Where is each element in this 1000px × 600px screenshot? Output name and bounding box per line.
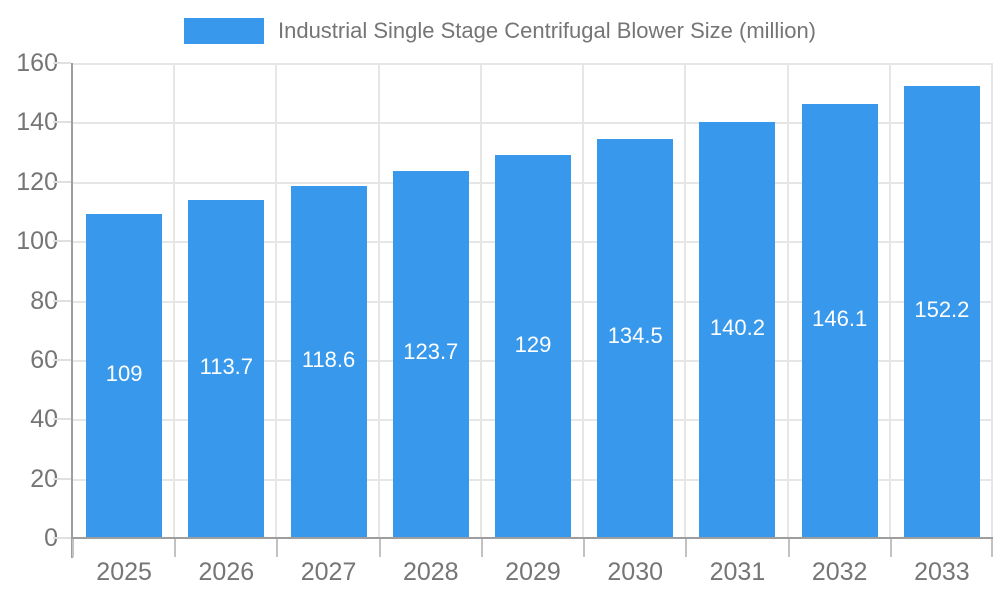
gridline-horizontal <box>73 122 993 125</box>
y-axis-tick <box>53 121 71 124</box>
x-axis-tick <box>276 539 279 557</box>
x-axis-tick-label: 2030 <box>607 558 664 586</box>
bar-value-label: 134.5 <box>607 323 663 349</box>
y-axis-tick-label: 80 <box>30 286 58 315</box>
x-axis-tick <box>787 539 790 557</box>
x-axis-line <box>71 537 993 539</box>
x-axis-tick-label: 2025 <box>96 558 152 586</box>
x-axis-tick-label: 2028 <box>402 558 459 586</box>
bar-value-label: 129 <box>514 331 552 357</box>
x-axis-tick <box>378 539 381 557</box>
x-axis-tick-label: 2032 <box>811 558 868 586</box>
y-axis-tick <box>53 537 71 539</box>
bar[interactable] <box>86 214 163 538</box>
bar[interactable] <box>597 138 674 538</box>
legend-item[interactable]: Industrial Single Stage Centrifugal Blow… <box>183 18 817 44</box>
x-axis-tick-label: 2031 <box>709 558 766 586</box>
gridline-vertical <box>173 63 176 538</box>
x-axis-tick <box>889 539 892 557</box>
bar-value-label: 123.7 <box>403 339 459 365</box>
y-axis-tick-label: 160 <box>16 49 58 77</box>
gridline-vertical <box>582 63 585 538</box>
x-axis-tick <box>480 539 483 557</box>
y-axis-tick-label: 60 <box>30 345 58 374</box>
y-axis-tick-label: 20 <box>30 464 58 493</box>
bar-value-label: 113.7 <box>199 354 254 380</box>
gridline-vertical <box>377 63 380 538</box>
gridline-vertical <box>479 63 482 538</box>
y-axis-tick-label: 120 <box>16 167 58 196</box>
legend-label: Industrial Single Stage Centrifugal Blow… <box>277 18 817 43</box>
bar[interactable] <box>801 104 878 538</box>
bar[interactable] <box>392 170 469 538</box>
bar-value-label: 146.1 <box>812 306 868 332</box>
bar-value-label: 152.2 <box>914 297 970 323</box>
x-axis-tick <box>991 539 993 557</box>
gridline-vertical <box>275 63 278 538</box>
x-axis-tick-label: 2029 <box>505 558 561 586</box>
gridline-horizontal <box>73 63 993 65</box>
y-axis-tick <box>53 358 71 361</box>
x-axis-tick-label: 2027 <box>300 558 357 586</box>
gridline-vertical <box>684 63 687 538</box>
bar[interactable] <box>699 121 776 538</box>
y-axis-tick <box>53 299 71 302</box>
x-axis-tick <box>72 539 74 557</box>
bar-value-label: 118.6 <box>301 346 356 372</box>
y-axis-tick <box>53 477 71 480</box>
y-axis-tick <box>53 240 71 243</box>
gridline-vertical <box>888 63 891 538</box>
y-axis-line <box>71 63 73 558</box>
bar[interactable] <box>188 200 265 538</box>
gridline-vertical <box>786 63 789 538</box>
x-axis-tick <box>583 539 586 557</box>
y-axis-tick <box>53 418 71 421</box>
y-axis-tick-label: 40 <box>30 405 58 434</box>
bar[interactable] <box>495 155 571 538</box>
bar-value-label: 109 <box>105 361 143 387</box>
bar[interactable] <box>903 86 980 538</box>
y-axis-tick-label: 0 <box>44 524 58 552</box>
y-axis-tick <box>53 62 71 64</box>
x-axis-tick-label: 2033 <box>914 558 970 586</box>
x-axis-tick <box>174 539 177 557</box>
plot-area: 109 113.7 118.6 123.7 129 134.5 140.2 146.1 152.… <box>73 63 993 538</box>
y-axis-tick <box>53 180 71 183</box>
legend-swatch-icon <box>183 18 264 44</box>
y-axis-tick-label: 140 <box>16 108 58 137</box>
y-axis-tick-label: 100 <box>16 227 58 256</box>
x-axis-tick-label: 2026 <box>198 558 255 586</box>
gridline-vertical <box>991 63 993 538</box>
bar-value-label: 140.2 <box>709 314 765 340</box>
legend: Industrial Single Stage Centrifugal Blow… <box>0 18 1000 44</box>
bar[interactable] <box>290 185 367 538</box>
x-axis-tick <box>685 539 688 557</box>
